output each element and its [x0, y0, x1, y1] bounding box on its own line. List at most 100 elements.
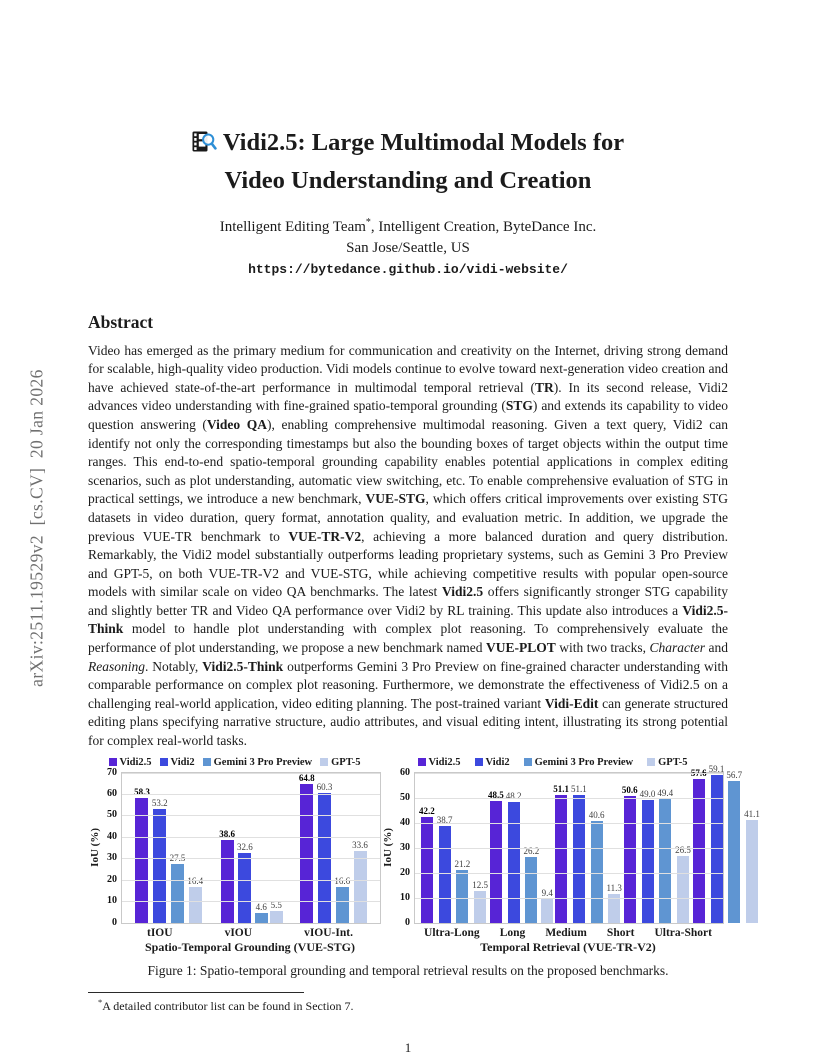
category-label: Long: [499, 926, 526, 939]
gridline: [415, 822, 723, 824]
legend-label: GPT-5: [658, 756, 688, 768]
legend-item: Vidi2.5: [417, 757, 461, 768]
bar: [541, 899, 554, 923]
legend-label: Gemini 3 Pro Preview: [213, 756, 313, 768]
abstract-segment: VUE-STG: [365, 491, 426, 507]
bar: [420, 817, 433, 923]
abstract-segment: VUE-TR-V2: [288, 528, 362, 544]
category-label: Medium: [545, 926, 587, 939]
legend-swatch-icon: [159, 758, 168, 767]
x-axis-title: Spatio-Temporal Grounding (VUE-STG): [144, 939, 356, 954]
bar-with-label: 51.1: [553, 784, 569, 923]
category-label: Ultra-Long: [424, 926, 480, 939]
y-tick-label: 50: [107, 809, 117, 821]
y-tick-label: 40: [107, 830, 117, 842]
gridline: [415, 772, 723, 774]
bar-with-label: 50.6: [622, 785, 638, 923]
bar: [525, 857, 538, 923]
abstract-segment: model to handle plot understanding with …: [88, 621, 728, 656]
x-axis-title: Temporal Retrieval (VUE-TR-V2): [480, 939, 656, 954]
bar: [659, 799, 672, 923]
bar-with-label: 21.2: [455, 859, 470, 923]
plot-area: 58.353.2 27.5 16.4 38.632.6 4.65.5 64.860.3 16…: [121, 771, 381, 924]
bar-value-label: 58.3: [134, 786, 150, 797]
bar-with-label: 33.6: [352, 840, 368, 923]
bar-value-label: 42.2: [419, 806, 435, 817]
bar: [353, 850, 367, 923]
bar-with-label: 51.1: [571, 784, 587, 923]
bar-with-label: 27.5: [170, 853, 185, 923]
gridline: [122, 836, 380, 838]
abstract-segment: VUE-PLOT: [485, 640, 556, 656]
bar-group: 57.6 59.1 56.7 41.1: [691, 764, 760, 923]
paper-content: Vidi2.5: Large Multimodal Models for Vid…: [88, 0, 760, 1056]
category-label: Ultra-Short: [654, 926, 712, 939]
bar-group: 38.6 32.6 4.6 5.5: [219, 829, 283, 923]
bar-with-label: 59.1: [709, 764, 724, 923]
abstract-segment: ) and extends its capability to video qu…: [88, 398, 728, 432]
film-magnifier-icon: [192, 129, 217, 164]
bar-value-label: 49.0: [639, 789, 656, 800]
arxiv-watermark: arXiv:2511.19529v2 [cs.CV] 20 Jan 2026: [26, 369, 47, 687]
bar-with-label: 40.6: [589, 810, 605, 923]
bar-value-label: 56.7: [726, 769, 743, 780]
abstract-segment: ), enabling comprehensive multimodal rea…: [88, 416, 729, 507]
bar-value-label: 51.1: [571, 783, 587, 794]
legend-swatch-icon: [647, 758, 656, 767]
abstract-segment: , which offers critical improvements ove…: [88, 491, 728, 544]
bar-value-label: 16.4: [187, 876, 204, 887]
gridline: [122, 901, 380, 903]
bar-value-label: 48.5: [488, 790, 504, 801]
y-axis-label: IoU (%): [382, 828, 394, 868]
tr-bar-chart: Vidi2.5 Vidi2 Gemini 3 Pro Preview GPT-5 Io…: [381, 756, 760, 955]
bar-group: 64.8 60.3 16.6 33.6: [299, 773, 368, 923]
bar-value-label: 64.8: [298, 772, 315, 783]
bar-with-label: 48.5: [488, 790, 504, 923]
bar-value-label: 26.5: [675, 845, 691, 856]
bar: [335, 887, 349, 923]
bar: [238, 852, 252, 923]
legend-label: Vidi2: [485, 756, 510, 768]
project-website-link[interactable]: https://bytedance.github.io/vidi-website…: [248, 261, 568, 277]
bar-value-label: 9.4: [541, 888, 553, 899]
y-tick-label: 50: [400, 791, 410, 803]
bar-value-label: 41.1: [744, 808, 760, 819]
abstract-segment: Vidi-Edit: [544, 695, 599, 711]
bar-value-label: 51.1: [553, 783, 569, 794]
bar-with-label: 11.3: [607, 883, 622, 923]
bar-group: 50.6 49.0 49.4 26.5: [622, 785, 691, 923]
bar-group: 58.353.2 27.5 16.4: [134, 787, 203, 923]
bar-with-label: 32.6: [237, 842, 253, 923]
legend-label: Vidi2: [170, 756, 195, 768]
legend-item: GPT-5: [320, 757, 360, 768]
legend-item: Gemini 3 Pro Preview: [523, 757, 633, 768]
category-label: tIOU: [147, 926, 173, 939]
abstract-segment: and: [705, 640, 728, 656]
footnote-rule: [88, 991, 304, 993]
bar: [489, 801, 502, 923]
bar: [254, 912, 268, 923]
bar: [188, 887, 202, 923]
category-label: vIOU: [224, 926, 253, 939]
y-tick-label: 10: [107, 895, 117, 907]
y-axis: 0 10 20 30 40 50 60: [395, 767, 414, 928]
gridline: [122, 858, 380, 860]
abstract-segment: Character: [649, 640, 706, 656]
abstract-segment: outperforms Gemini 3 Pro Preview on fine…: [88, 658, 728, 711]
bar-with-label: 49.4: [657, 788, 673, 923]
x-category-labels: Ultra-Long Long Medium Short Ultra-Short: [414, 927, 722, 939]
bar: [269, 910, 283, 923]
bar: [590, 821, 603, 923]
y-tick-label: 20: [107, 873, 117, 885]
bar-with-label: 49.0: [639, 789, 656, 923]
legend-swatch-icon: [523, 758, 532, 767]
bar: [623, 796, 636, 923]
y-axis: 0 10 20 30 40 50 60 70: [102, 767, 121, 928]
category-label: vIOU-Int.: [304, 926, 353, 939]
bar-with-label: 48.2: [506, 791, 522, 923]
legend-swatch-icon: [202, 758, 211, 767]
abstract-segment: TR: [535, 379, 554, 395]
page-number: 1: [404, 1039, 412, 1055]
stg-bar-chart: Vidi2.5 Vidi2 Gemini 3 Pro Preview GPT-5 Io…: [88, 756, 381, 955]
bar-with-label: 16.4: [187, 876, 204, 923]
